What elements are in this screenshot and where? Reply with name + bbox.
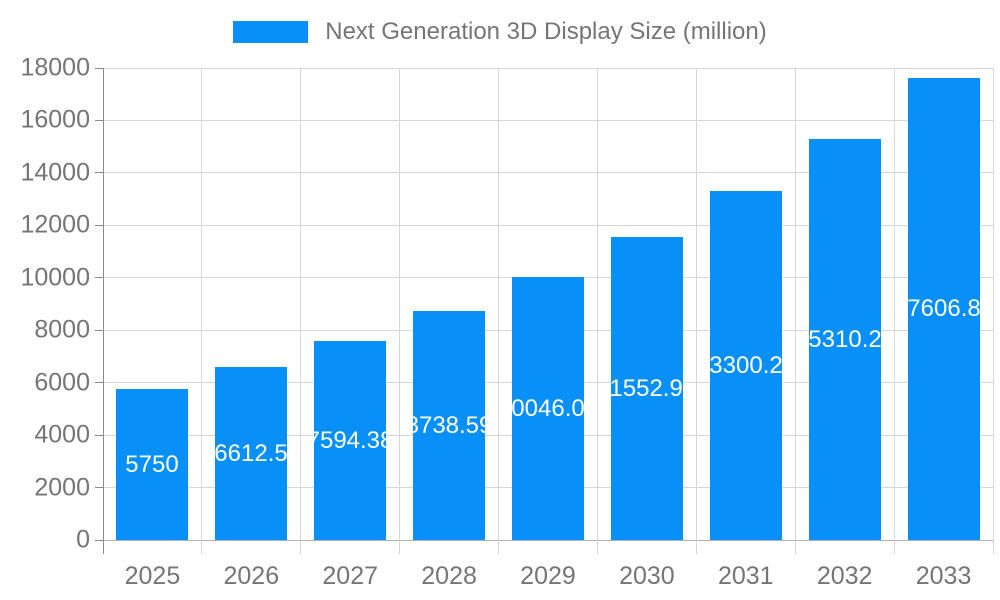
y-axis-tick-label: 8000 <box>34 315 90 344</box>
y-axis-tick-label: 4000 <box>34 420 90 449</box>
y-axis-tick-label: 2000 <box>34 473 90 502</box>
category-boundary-gridline <box>695 68 697 554</box>
bar-value-label: 8738.59 <box>413 411 485 439</box>
legend-item[interactable]: Next Generation 3D Display Size (million… <box>233 18 767 46</box>
y-axis-tick <box>95 329 103 331</box>
bar: 11552.99 <box>611 237 683 540</box>
x-axis-tick-label: 2027 <box>322 562 379 590</box>
y-gridline <box>103 119 993 121</box>
bar-value-label: 5750 <box>125 450 179 478</box>
category-boundary-gridline <box>498 68 500 554</box>
bar-value-label: 10046.08 <box>512 394 584 422</box>
bar-value-label: 17606.84 <box>908 295 980 322</box>
x-axis-tick-label: 2031 <box>717 562 774 590</box>
y-axis-tick <box>95 277 103 279</box>
y-axis-tick <box>95 224 103 226</box>
x-axis-tick-label: 2030 <box>619 562 675 590</box>
bar: 10046.08 <box>512 277 584 540</box>
bar-value-label: 13300.21 <box>710 351 782 379</box>
category-boundary-gridline <box>893 68 895 554</box>
y-gridline <box>103 67 993 69</box>
legend-swatch-icon <box>233 21 309 43</box>
x-axis-tick-label: 2028 <box>421 562 477 590</box>
y-axis-tick-label: 14000 <box>20 158 90 187</box>
y-axis-tick-label: 18000 <box>20 53 90 82</box>
y-axis-tick <box>95 67 103 69</box>
y-axis-tick-label: 12000 <box>20 210 90 239</box>
category-boundary-gridline <box>300 68 302 554</box>
bar: 6612.5 <box>215 367 287 540</box>
category-boundary-gridline <box>596 68 598 554</box>
bar: 13300.21 <box>710 191 782 540</box>
x-axis-tick-label: 2029 <box>520 562 576 590</box>
legend: Next Generation 3D Display Size (million… <box>0 18 1000 46</box>
bar-value-label: 6612.5 <box>215 439 287 467</box>
x-axis-tick-label: 2032 <box>816 562 873 590</box>
bar-value-label: 7594.38 <box>314 426 386 454</box>
bar: 17606.84 <box>908 78 980 540</box>
x-axis-baseline <box>103 539 993 541</box>
legend-label: Next Generation 3D Display Size (million… <box>325 18 767 45</box>
y-axis-tick <box>95 382 103 384</box>
category-boundary-gridline <box>794 68 796 554</box>
bar-value-label: 11552.99 <box>611 374 683 402</box>
y-axis-tick-label: 6000 <box>34 368 90 397</box>
y-axis-tick <box>95 119 103 121</box>
x-axis-tick-label: 2033 <box>915 562 972 590</box>
y-axis-tick-label: 0 <box>76 525 90 554</box>
category-boundary-gridline <box>399 68 401 554</box>
category-boundary-gridline <box>992 68 994 554</box>
y-axis-tick-label: 10000 <box>20 263 90 292</box>
y-axis-tick <box>95 172 103 174</box>
y-axis-tick <box>95 539 103 541</box>
x-axis-tick-label: 2026 <box>223 562 280 590</box>
category-boundary-gridline <box>201 68 203 554</box>
y-axis-tick-label: 16000 <box>20 105 90 134</box>
y-gridline <box>103 172 993 174</box>
x-axis-tick-label: 2025 <box>124 562 181 590</box>
y-axis-line <box>102 68 104 554</box>
bar: 5750 <box>116 389 188 540</box>
bar: 8738.59 <box>413 311 485 540</box>
y-axis-tick <box>95 434 103 436</box>
y-axis-tick <box>95 487 103 489</box>
bar: 7594.38 <box>314 341 386 540</box>
y-gridline <box>103 224 993 226</box>
